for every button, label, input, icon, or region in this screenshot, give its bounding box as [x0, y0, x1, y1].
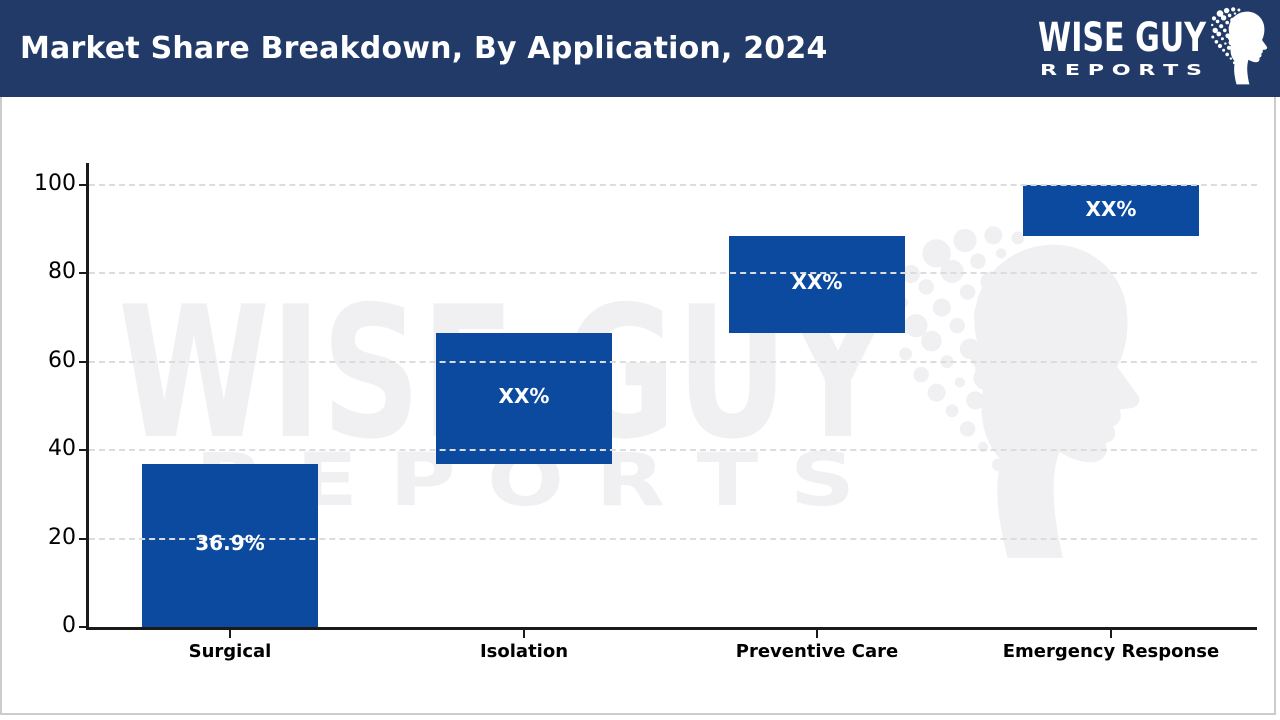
- brand-logo: WISE GUY R E P O R T S: [1038, 7, 1268, 85]
- bar-segment-preventive-care: [729, 236, 905, 333]
- x-category-label: Preventive Care: [735, 641, 899, 662]
- x-category-label: Emergency Response: [1002, 641, 1220, 662]
- y-tick-label: 40: [48, 436, 76, 462]
- x-tick-mark: [816, 630, 818, 638]
- x-tick-mark: [1110, 630, 1112, 638]
- x-category-label: Surgical: [188, 641, 272, 662]
- y-tick-mark: [79, 537, 88, 540]
- page-title: Market Share Breakdown, By Application, …: [20, 31, 828, 66]
- logo-wordmark: WISE GUY: [1038, 15, 1207, 61]
- bar-segment-surgical: [142, 463, 318, 627]
- grid-line: [89, 360, 1257, 363]
- y-tick-label: 80: [48, 259, 76, 285]
- grid-line: [89, 537, 1257, 540]
- bar-value-label: XX%: [498, 384, 550, 409]
- waterfall-chart: WISE GUY R E P O R T S 0 20 40 60 80 100 36.9%…: [0, 97, 1280, 717]
- x-axis-line: [86, 627, 1257, 630]
- bar-value-label: XX%: [1085, 196, 1137, 221]
- y-tick-label: 60: [48, 347, 76, 373]
- y-axis-line: [86, 163, 89, 629]
- y-tick-mark: [79, 626, 88, 628]
- y-tick-label: 100: [34, 171, 76, 196]
- y-tick-mark: [79, 449, 88, 452]
- bar-value-label: 36.9%: [195, 531, 265, 556]
- x-tick-mark: [523, 630, 525, 638]
- x-category-label: Isolation: [479, 641, 569, 662]
- x-tick-mark: [229, 630, 231, 638]
- bar-segment-isolation: [436, 332, 612, 464]
- y-tick-label: 0: [62, 613, 76, 638]
- y-tick-mark: [79, 184, 88, 186]
- logo-subtext: R E P O R T S: [1040, 61, 1202, 79]
- y-tick-mark: [79, 272, 88, 275]
- grid-line: [89, 272, 1257, 275]
- grid-line: [89, 449, 1257, 452]
- bar-value-label: XX%: [791, 270, 843, 295]
- watermark-dot-head-icon: [897, 226, 1140, 558]
- y-tick-label: 20: [48, 524, 76, 550]
- grid-line: [89, 184, 1257, 186]
- dot-head-icon: [1211, 7, 1268, 85]
- y-tick-mark: [79, 360, 88, 363]
- header-bar: Market Share Breakdown, By Application, …: [0, 0, 1280, 97]
